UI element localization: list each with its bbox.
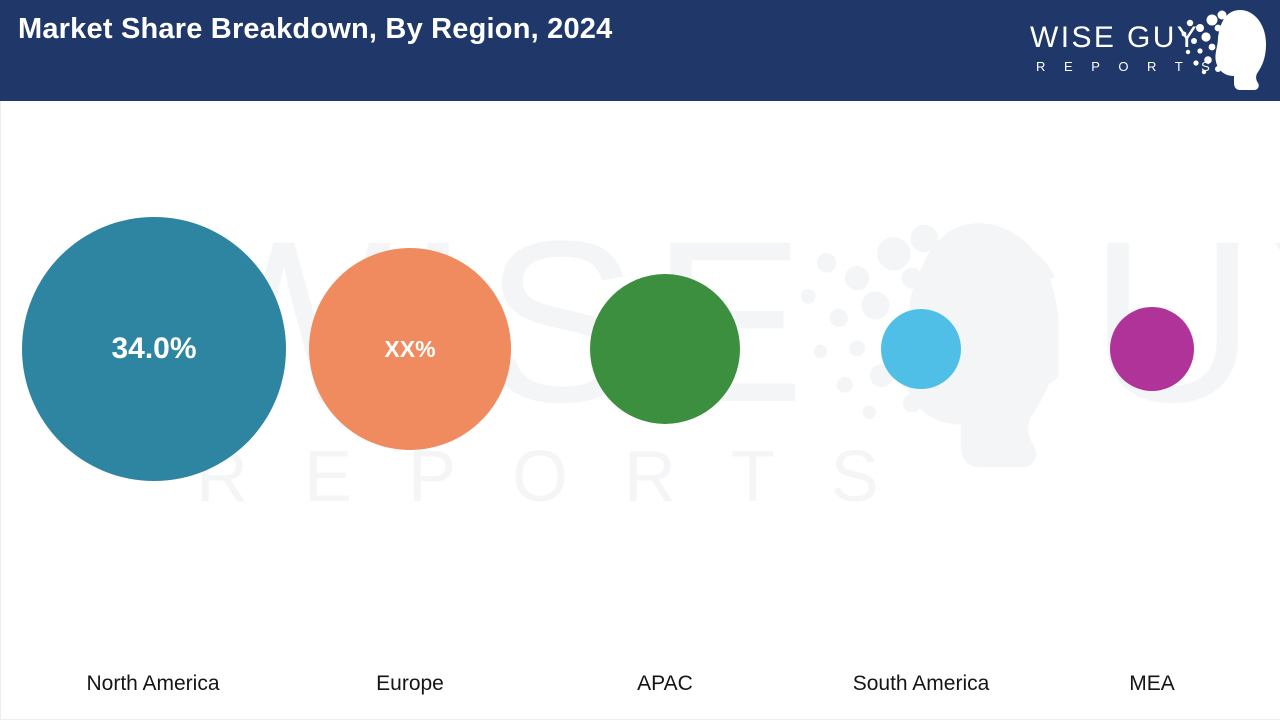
bubble-apac[interactable] [590,274,740,424]
bubble-value-label: 34.0% [111,332,197,365]
logo-wordmark: WISE GUY [1030,21,1200,54]
bubble-value-label: XX% [384,335,436,362]
axis-label-europe: Europe [376,672,444,695]
bubble-europe[interactable]: XX% [309,248,511,450]
bubble-south-america[interactable] [881,309,961,389]
wise-guy-reports-logo: WISE GUY R E P O R T S [1024,4,1272,96]
header-banner: Market Share Breakdown, By Region, 2024 … [0,0,1280,101]
axis-label-apac: APAC [637,672,693,695]
chart-plot-area: WISE GUY REPORTS 34.0%XX% North AmericaE… [0,101,1280,720]
axis-label-mea: MEA [1129,672,1175,695]
axis-label-north-america: North America [86,672,220,695]
logo-subwordmark: R E P O R T S [1036,59,1218,74]
bubble-north-america[interactable]: 34.0% [22,217,286,481]
plot-left-border [0,101,1,720]
bubble-mea[interactable] [1110,307,1194,391]
page-title: Market Share Breakdown, By Region, 2024 [18,13,613,45]
axis-label-south-america: South America [852,672,990,695]
dotted-head-silhouette-icon [1181,10,1266,90]
svg-text:REPORTS: REPORTS [196,437,935,517]
